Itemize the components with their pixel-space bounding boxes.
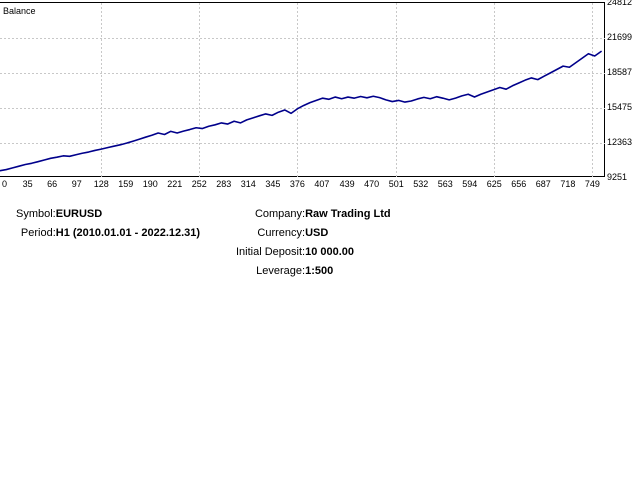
x-axis-tick-label: 252 — [191, 179, 207, 189]
chart-series-label: Balance — [3, 6, 36, 16]
y-axis-labels: 24812 21699 18587 15475 12363 9251 — [607, 0, 640, 185]
info-value: Raw Trading Ltd — [305, 208, 391, 220]
x-axis-tick-label: 594 — [462, 179, 478, 189]
x-axis-tick-label: 625 — [486, 179, 502, 189]
x-axis-tick-label: 283 — [216, 179, 232, 189]
x-axis-tick-label: 656 — [511, 179, 527, 189]
x-axis-tick-label: 0 — [2, 179, 8, 189]
info-row: Symbol: EURUSD — [16, 205, 200, 224]
y-axis-tick-label: 21699 — [607, 32, 633, 42]
x-axis-tick-label: 501 — [388, 179, 404, 189]
x-axis-tick-label: 407 — [314, 179, 330, 189]
x-axis-tick-label: 345 — [265, 179, 281, 189]
y-axis-tick-label: 9251 — [607, 172, 628, 182]
info-table-right: Company: Raw Trading Ltd Currency: USD Initi… — [236, 205, 391, 281]
chart-plot-area: Balance — [0, 2, 605, 178]
info-row: Company: Raw Trading Ltd — [236, 205, 391, 224]
info-row: Period: H1 (2010.01.01 - 2022.12.31) — [16, 224, 200, 243]
balance-curve-svg — [0, 3, 605, 178]
info-row: Initial Deposit: 10 000.00 — [236, 243, 391, 262]
x-axis-tick-label: 718 — [560, 179, 576, 189]
y-axis-tick-label: 15475 — [607, 102, 633, 112]
info-label: Symbol: — [16, 208, 56, 220]
x-axis-tick-label: 532 — [413, 179, 429, 189]
info-label: Initial Deposit: — [236, 246, 306, 258]
x-axis-tick-label: 190 — [142, 179, 158, 189]
info-label: Leverage: — [256, 265, 306, 277]
x-axis-tick-label: 470 — [364, 179, 380, 189]
y-axis-tick-label: 24812 — [607, 0, 633, 7]
balance-chart: Balance 24812 21699 18587 15475 12363 9251 0 3… — [0, 0, 640, 195]
x-axis-tick-label: 687 — [535, 179, 551, 189]
x-axis-tick-label: 439 — [339, 179, 355, 189]
x-axis-tick-label: 221 — [167, 179, 183, 189]
x-axis-tick-label: 563 — [437, 179, 453, 189]
y-axis-tick-label: 12363 — [607, 137, 633, 147]
info-value: 10 000.00 — [305, 246, 355, 258]
info-row: Currency: USD — [236, 224, 391, 243]
x-axis-labels: 0 35 66 97 128 159 190 221 252 283 314 345 376 407 439… — [0, 178, 612, 192]
x-axis-tick-label: 128 — [93, 179, 109, 189]
info-value: USD — [305, 227, 329, 239]
info-value: H1 (2010.01.01 - 2022.12.31) — [55, 227, 201, 239]
x-axis-tick-label: 97 — [71, 179, 82, 189]
info-label: Period: — [20, 227, 56, 239]
y-axis-tick-label: 18587 — [607, 67, 633, 77]
x-axis-tick-label: 376 — [289, 179, 305, 189]
x-axis-tick-label: 314 — [240, 179, 256, 189]
x-axis-tick-label: 35 — [22, 179, 33, 189]
info-table-left: Symbol: EURUSD Period: H1 (2010.01.01 - 202… — [16, 205, 200, 243]
x-axis-tick-label: 749 — [584, 179, 600, 189]
info-row: Leverage: 1:500 — [236, 262, 391, 281]
info-label: Company: — [254, 208, 306, 220]
balance-line — [0, 50, 602, 172]
info-label: Currency: — [257, 227, 306, 239]
x-axis-tick-label: 159 — [118, 179, 134, 189]
x-axis-tick-label: 66 — [47, 179, 58, 189]
info-value: 1:500 — [305, 265, 334, 277]
info-value: EURUSD — [55, 208, 103, 220]
